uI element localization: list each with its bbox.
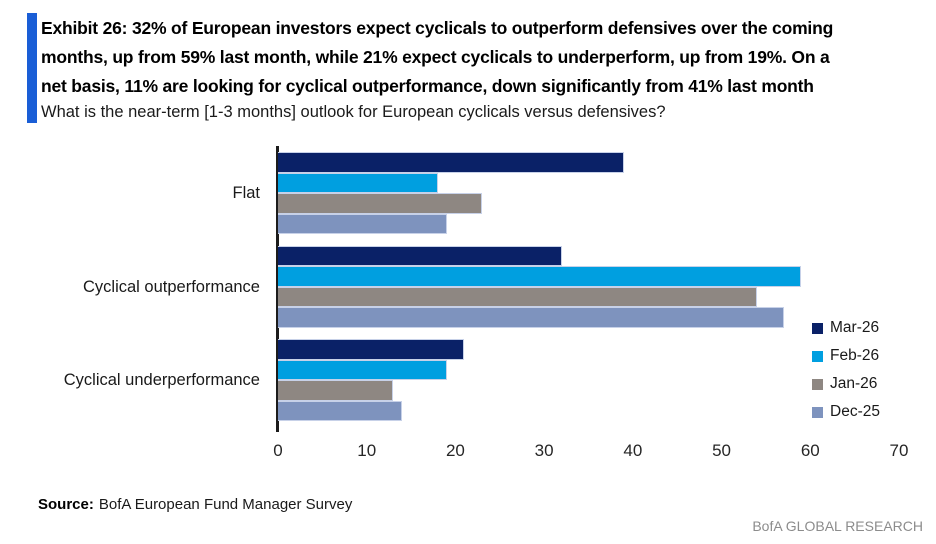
bar-dec-25-cyclical-underperformance [278, 400, 403, 421]
source-text: BofA European Fund Manager Survey [98, 496, 353, 513]
bar-feb-26-cyclical-underperformance [278, 359, 447, 380]
source-label: Source: [38, 496, 94, 513]
title-line-2: months, up from 59% last month, while 21… [41, 47, 830, 67]
category-label-flat: Flat [232, 184, 260, 202]
x-tick-20: 20 [445, 441, 465, 460]
legend-label: Feb-26 [830, 347, 880, 364]
bar-mar-26-flat [278, 152, 624, 173]
bar-jan-26-cyclical-outperformance [278, 286, 758, 307]
bar-mar-26-cyclical-outperformance [278, 245, 562, 266]
legend-label: Jan-26 [830, 375, 878, 392]
bar-jan-26-flat [278, 193, 483, 214]
legend-item-mar-26: Mar-26 [812, 314, 880, 342]
bar-mar-26-cyclical-underperformance [278, 339, 465, 360]
x-tick-0: 0 [273, 441, 283, 460]
bar-dec-25-flat [278, 213, 447, 234]
survey-question: What is the near-term [1-3 months] outlo… [41, 103, 666, 121]
bar-jan-26-cyclical-underperformance [278, 380, 394, 401]
category-label-cyclical-outperformance: Cyclical outperformance [83, 277, 260, 296]
title-line-1: Exhibit 26: 32% of European investors ex… [41, 18, 834, 38]
x-tick-40: 40 [623, 441, 643, 460]
y-axis-line [276, 146, 279, 432]
bar-dec-25-cyclical-outperformance [278, 307, 784, 328]
legend-item-dec-25: Dec-25 [812, 398, 880, 426]
x-tick-70: 70 [889, 441, 909, 460]
legend-item-jan-26: Jan-26 [812, 370, 880, 398]
legend-swatch-icon [812, 406, 823, 418]
legend-swatch-icon [812, 322, 823, 334]
bar-feb-26-flat [278, 172, 438, 193]
legend-item-feb-26: Feb-26 [812, 342, 880, 370]
chart-legend: Mar-26 Feb-26 Jan-26 Dec-25 [812, 314, 880, 426]
legend-label: Dec-25 [830, 403, 880, 420]
x-tick-10: 10 [357, 441, 377, 460]
category-label-cyclical-underperformance: Cyclical underperformance [63, 371, 260, 389]
x-axis-ticks: 0 10 20 30 40 50 60 70 [273, 441, 908, 463]
x-tick-30: 30 [534, 441, 554, 460]
bar-feb-26-cyclical-outperformance [278, 266, 802, 287]
x-tick-60: 60 [800, 441, 820, 460]
x-tick-50: 50 [712, 441, 732, 460]
plot-area [278, 148, 899, 431]
source-line: Source: BofA European Fund Manager Survey [38, 496, 352, 513]
legend-swatch-icon [812, 378, 823, 390]
bofa-global-research-brand: BofA GLOBAL RESEARCH [752, 518, 923, 534]
title-accent-bar [27, 13, 37, 123]
exhibit-title: Exhibit 26: 32% of European investors ex… [41, 14, 921, 123]
title-line-3: net basis, 11% are looking for cyclical … [41, 76, 814, 96]
legend-label: Mar-26 [830, 319, 880, 336]
legend-swatch-icon [812, 350, 823, 362]
